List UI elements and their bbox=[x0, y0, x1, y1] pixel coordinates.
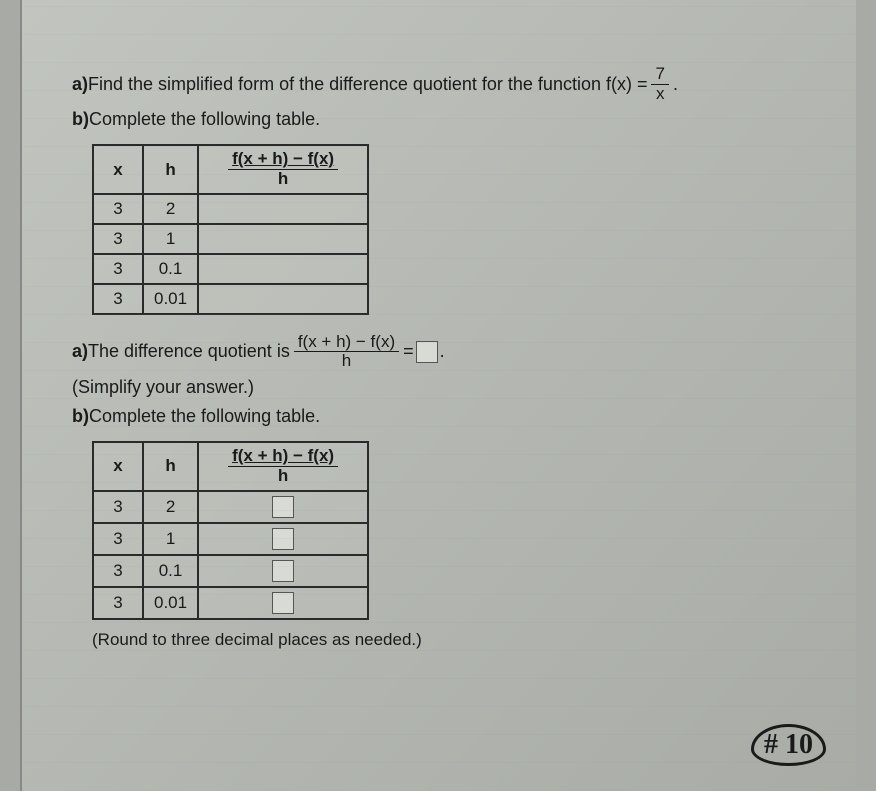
cell-dq-input bbox=[198, 523, 368, 555]
problem-b-line: b) Complete the following table. bbox=[72, 109, 806, 130]
fraction-7-over-x: 7 x bbox=[651, 65, 668, 103]
cell-x: 3 bbox=[93, 491, 143, 523]
dq-fraction: f(x + h) − f(x) h bbox=[228, 447, 338, 485]
answer-a-period: . bbox=[440, 341, 445, 362]
table-header-row: x h f(x + h) − f(x) h bbox=[93, 145, 368, 193]
dq-numerator: f(x + h) − f(x) bbox=[228, 447, 338, 467]
dq-denominator: h bbox=[274, 467, 292, 486]
cell-x: 3 bbox=[93, 284, 143, 314]
answer-a-text: The difference quotient is bbox=[88, 341, 290, 362]
dq-denominator: h bbox=[274, 170, 292, 189]
fraction-denominator: x bbox=[652, 85, 669, 104]
cell-x: 3 bbox=[93, 523, 143, 555]
label-b: b) bbox=[72, 406, 89, 427]
label-b: b) bbox=[72, 109, 89, 130]
dq-numerator: f(x + h) − f(x) bbox=[228, 150, 338, 170]
table-row: 3 0.01 bbox=[93, 587, 368, 619]
table-row: 3 2 bbox=[93, 194, 368, 224]
cell-dq bbox=[198, 194, 368, 224]
cell-dq-input bbox=[198, 587, 368, 619]
problem-a-suffix: . bbox=[673, 74, 678, 95]
handwritten-annotation: # 10 bbox=[751, 724, 826, 766]
col-difference-quotient: f(x + h) − f(x) h bbox=[198, 442, 368, 490]
circled-number: # 10 bbox=[751, 724, 826, 766]
col-difference-quotient: f(x + h) − f(x) h bbox=[198, 145, 368, 193]
col-h: h bbox=[143, 145, 198, 193]
problem-a-line: a) Find the simplified form of the diffe… bbox=[72, 65, 806, 103]
label-a: a) bbox=[72, 341, 88, 362]
answer-b-line: b) Complete the following table. bbox=[72, 406, 806, 427]
table-row: 3 0.1 bbox=[93, 555, 368, 587]
cell-h: 0.01 bbox=[143, 284, 198, 314]
dq-denominator: h bbox=[338, 352, 355, 371]
rounding-note: (Round to three decimal places as needed… bbox=[92, 630, 806, 650]
table-row: 3 2 bbox=[93, 491, 368, 523]
dq-numerator: f(x + h) − f(x) bbox=[294, 333, 399, 353]
cell-x: 3 bbox=[93, 555, 143, 587]
cell-x: 3 bbox=[93, 194, 143, 224]
table-1: x h f(x + h) − f(x) h 3 2 3 1 3 0.1 3 bbox=[92, 144, 369, 314]
answer-a-line: a) The difference quotient is f(x + h) −… bbox=[72, 333, 806, 371]
table-header-row: x h f(x + h) − f(x) h bbox=[93, 442, 368, 490]
cell-x: 3 bbox=[93, 254, 143, 284]
cell-dq bbox=[198, 284, 368, 314]
problem-b-text: Complete the following table. bbox=[89, 109, 320, 130]
answer-b-text: Complete the following table. bbox=[89, 406, 320, 427]
cell-h: 0.1 bbox=[143, 555, 198, 587]
cell-dq-input bbox=[198, 491, 368, 523]
cell-dq bbox=[198, 224, 368, 254]
label-a: a) bbox=[72, 74, 88, 95]
answer-input-box[interactable] bbox=[272, 592, 294, 614]
problem-a-text: Find the simplified form of the differen… bbox=[88, 74, 647, 95]
simplify-note: (Simplify your answer.) bbox=[72, 377, 806, 398]
table-row: 3 0.01 bbox=[93, 284, 368, 314]
table-row: 3 1 bbox=[93, 523, 368, 555]
table-2: x h f(x + h) − f(x) h 3 2 3 1 3 0.1 3 bbox=[92, 441, 369, 619]
cell-h: 1 bbox=[143, 523, 198, 555]
cell-h: 2 bbox=[143, 194, 198, 224]
worksheet-page: a) Find the simplified form of the diffe… bbox=[20, 0, 856, 791]
cell-h: 2 bbox=[143, 491, 198, 523]
table-row: 3 1 bbox=[93, 224, 368, 254]
answer-input-box[interactable] bbox=[272, 496, 294, 518]
equals-sign: = bbox=[403, 341, 414, 362]
answer-input-box[interactable] bbox=[416, 341, 438, 363]
cell-x: 3 bbox=[93, 587, 143, 619]
dq-fraction-inline: f(x + h) − f(x) h bbox=[294, 333, 399, 371]
cell-h: 1 bbox=[143, 224, 198, 254]
cell-h: 0.01 bbox=[143, 587, 198, 619]
answer-input-box[interactable] bbox=[272, 528, 294, 550]
cell-h: 0.1 bbox=[143, 254, 198, 284]
answer-input-box[interactable] bbox=[272, 560, 294, 582]
col-h: h bbox=[143, 442, 198, 490]
col-x: x bbox=[93, 442, 143, 490]
cell-dq-input bbox=[198, 555, 368, 587]
cell-dq bbox=[198, 254, 368, 284]
dq-fraction: f(x + h) − f(x) h bbox=[228, 150, 338, 188]
col-x: x bbox=[93, 145, 143, 193]
cell-x: 3 bbox=[93, 224, 143, 254]
table-row: 3 0.1 bbox=[93, 254, 368, 284]
fraction-numerator: 7 bbox=[651, 65, 668, 85]
